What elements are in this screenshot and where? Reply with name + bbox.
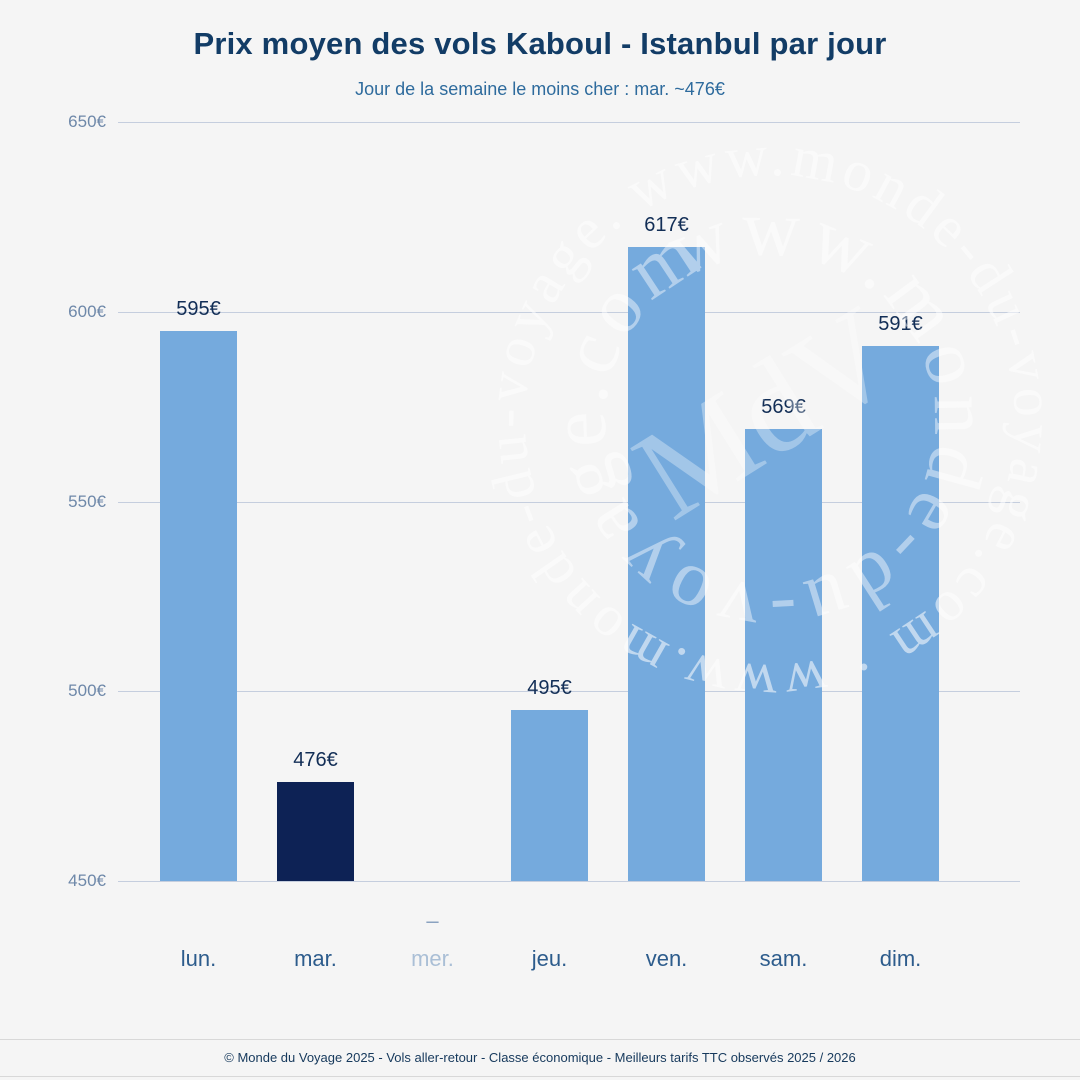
ytick-550: 550€ xyxy=(68,491,106,511)
gridline-450 xyxy=(118,881,1020,882)
bar-jeu xyxy=(511,710,588,881)
bar-ven xyxy=(628,247,705,881)
xlabel-lun: lun. xyxy=(180,946,217,971)
chart-title: Prix moyen des vols Kaboul - Istanbul pa… xyxy=(193,26,887,61)
ytick-450: 450€ xyxy=(68,871,106,890)
ytick-650: 650€ xyxy=(68,112,106,131)
value-label-mar: 476€ xyxy=(293,749,338,772)
xlabel-mar: mar. xyxy=(294,946,337,971)
ytick-500: 500€ xyxy=(68,681,106,701)
xlabel-mer: mer. xyxy=(411,946,454,971)
xlabel-dim: dim. xyxy=(879,946,922,971)
gridline-550 xyxy=(118,501,1020,503)
gridline-500 xyxy=(118,691,1020,693)
value-label-ven: 617€ xyxy=(644,214,689,237)
bar-mar xyxy=(277,782,354,881)
value-label-dim: 591€ xyxy=(878,312,923,335)
xlabel-jeu: jeu. xyxy=(531,946,568,971)
bar-lun xyxy=(160,330,237,881)
xlabel-ven: ven. xyxy=(645,946,688,971)
gridline-650 xyxy=(118,122,1020,123)
chart-subtitle: Jour de la semaine le moins cher : mar. … xyxy=(355,79,725,99)
no-data-dash-mer: – xyxy=(426,908,439,933)
value-label-sam: 569€ xyxy=(761,396,806,419)
bar-dim xyxy=(862,345,939,881)
gridline-600 xyxy=(118,311,1020,313)
value-label-jeu: 495€ xyxy=(527,677,572,700)
bar-sam xyxy=(745,429,822,881)
value-label-lun: 595€ xyxy=(176,297,221,320)
footer-note: © Monde du Voyage 2025 - Vols aller-reto… xyxy=(0,1039,1080,1077)
xlabel-sam: sam. xyxy=(759,946,808,971)
ytick-600: 600€ xyxy=(68,301,106,321)
